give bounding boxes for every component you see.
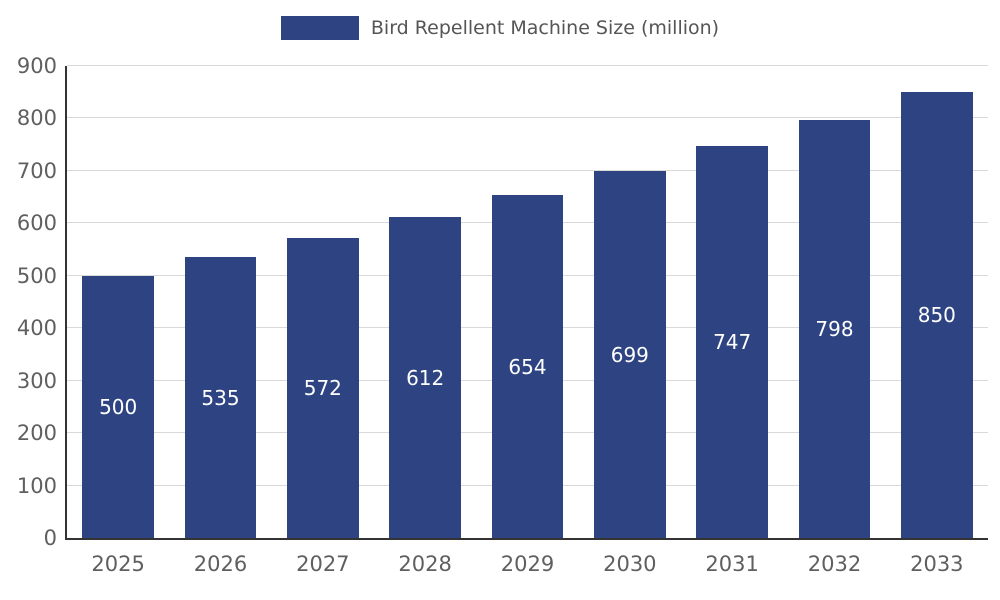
bar-value-label: 654 [508, 354, 547, 379]
x-axis-tick-label: 2028 [398, 552, 452, 576]
bar-2029: 654 [491, 195, 564, 538]
y-axis-tick-label: 0 [43, 526, 57, 550]
x-axis-tick-label: 2025 [91, 552, 145, 576]
y-axis-tick-label: 300 [16, 368, 57, 393]
legend-swatch [280, 16, 359, 40]
y-axis-tick-label: 900 [16, 54, 57, 78]
bar-2031: 747 [696, 146, 768, 538]
gridline-y-900: 900 [17, 54, 988, 78]
bar-2028: 612 [389, 217, 461, 538]
x-axis-tick-label: 2033 [910, 552, 964, 576]
gridline-y-800: 800 [17, 106, 988, 130]
y-axis-tick-label: 700 [16, 158, 57, 183]
x-axis-tick-label: 2027 [296, 552, 350, 576]
x-axis-tick-label: 2026 [193, 552, 248, 576]
y-axis-tick-label: 800 [16, 106, 57, 131]
x-axis-tick-label: 2032 [807, 552, 862, 576]
bar-value-label: 612 [406, 365, 445, 390]
x-axis-tick-label: 2029 [500, 552, 555, 576]
bar-value-label: 850 [917, 303, 956, 328]
y-axis-tick-label: 100 [16, 473, 57, 498]
bar-2025: 500 [82, 275, 154, 538]
legend-label: Bird Repellent Machine Size (million) [370, 17, 720, 39]
y-axis-tick-label: 500 [16, 263, 57, 288]
bar-value-label: 500 [99, 394, 138, 419]
y-axis-tick-label: 400 [16, 316, 57, 341]
bar-2033: 850 [901, 92, 973, 538]
bar-value-label: 572 [303, 376, 342, 401]
y-axis-tick-label: 200 [16, 421, 57, 446]
plot-area: 0 100 200 300 400 500 600 700 800 900 500 2025 535 20… [17, 54, 988, 576]
y-axis-tick-label: 600 [16, 211, 57, 236]
bar-2032: 798 [798, 119, 871, 538]
bar-2026: 535 [184, 257, 257, 538]
x-axis-tick-label: 2030 [603, 552, 657, 576]
bar-value-label: 747 [713, 330, 752, 355]
bar-2027: 572 [287, 238, 359, 538]
bar-value-label: 798 [815, 316, 854, 341]
bar-value-label: 699 [610, 342, 649, 367]
x-axis-tick-label: 2031 [705, 552, 759, 576]
chart-legend: Bird Repellent Machine Size (million) [0, 16, 1000, 40]
gridline-y-700: 700 [17, 159, 988, 183]
bar-value-label: 535 [201, 385, 240, 410]
bar-2030: 699 [594, 171, 666, 538]
